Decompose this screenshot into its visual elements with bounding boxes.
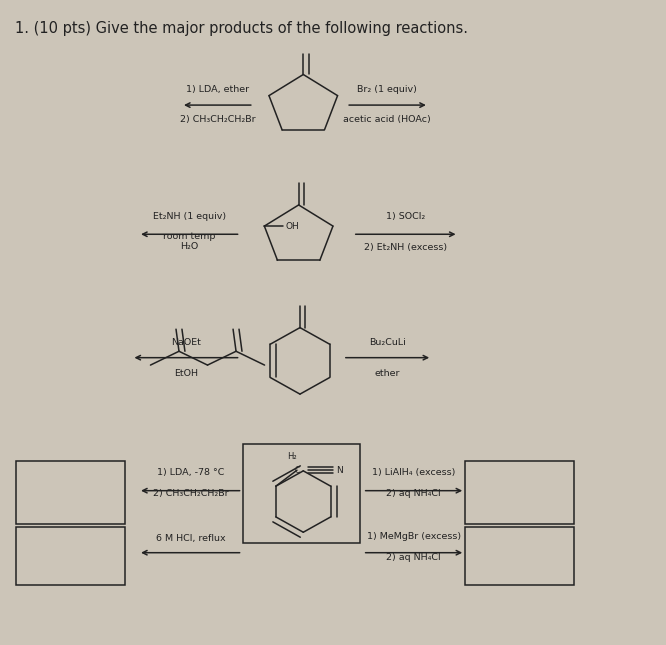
- Text: 1) LDA, -78 °C: 1) LDA, -78 °C: [157, 468, 224, 477]
- Text: 1. (10 pts) Give the major products of the following reactions.: 1. (10 pts) Give the major products of t…: [15, 21, 468, 35]
- Bar: [465, 461, 574, 524]
- Text: 1) MeMgBr (excess): 1) MeMgBr (excess): [366, 532, 461, 541]
- Text: Br₂ (1 equiv): Br₂ (1 equiv): [357, 84, 417, 94]
- Text: 1) LDA, ether: 1) LDA, ether: [186, 84, 249, 94]
- Text: H₂: H₂: [287, 452, 296, 461]
- Text: C: C: [294, 466, 300, 475]
- Text: OH: OH: [286, 222, 300, 230]
- Text: acetic acid (HOAc): acetic acid (HOAc): [343, 115, 431, 124]
- Text: EtOH: EtOH: [174, 368, 198, 377]
- Bar: [242, 444, 360, 543]
- Text: 2) aq NH₄Cl: 2) aq NH₄Cl: [386, 490, 441, 499]
- Text: room temp: room temp: [163, 232, 216, 241]
- Text: ether: ether: [374, 368, 400, 377]
- Bar: [16, 461, 125, 524]
- Text: 2) CH₃CH₂CH₂Br: 2) CH₃CH₂CH₂Br: [153, 490, 228, 499]
- Text: 1) LiAlH₄ (excess): 1) LiAlH₄ (excess): [372, 468, 456, 477]
- Text: 6 M HCl, reflux: 6 M HCl, reflux: [156, 534, 225, 543]
- Text: Bu₂CuLi: Bu₂CuLi: [369, 338, 406, 347]
- Text: 2) CH₃CH₂CH₂Br: 2) CH₃CH₂CH₂Br: [180, 115, 255, 124]
- Text: 1) SOCl₂: 1) SOCl₂: [386, 212, 426, 221]
- Text: 2) Et₂NH (excess): 2) Et₂NH (excess): [364, 243, 447, 252]
- Text: 2) aq NH₄Cl: 2) aq NH₄Cl: [386, 553, 441, 562]
- Text: H₂O: H₂O: [180, 242, 199, 251]
- Bar: [465, 527, 574, 584]
- Text: Et₂NH (1 equiv): Et₂NH (1 equiv): [153, 212, 226, 221]
- Text: NaOEt: NaOEt: [171, 338, 201, 347]
- Text: N: N: [336, 466, 344, 475]
- Bar: [16, 527, 125, 584]
